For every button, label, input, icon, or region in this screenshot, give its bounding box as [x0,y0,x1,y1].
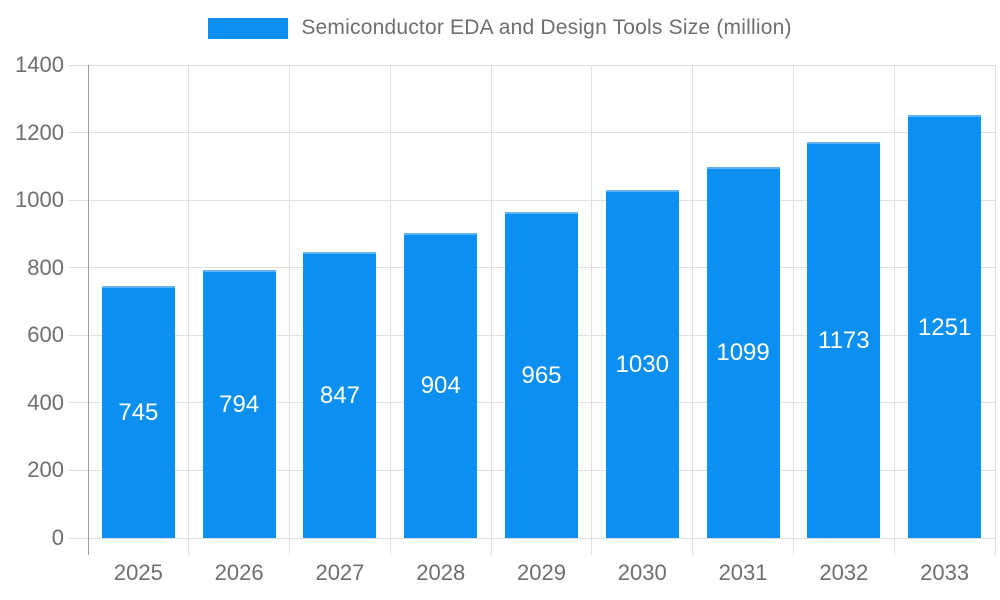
legend[interactable]: Semiconductor EDA and Design Tools Size … [0,16,1000,40]
y-axis-line [88,65,89,555]
x-axis-tick-label: 2032 [819,560,869,585]
bar-value-label: 1173 [818,326,870,354]
vertical-gridline [994,65,996,555]
vertical-gridline [893,65,895,555]
x-axis-tick-label: 2028 [416,560,466,585]
bar-value-label: 745 [118,399,159,427]
horizontal-gridline [68,132,995,134]
x-axis-tick-label: 2030 [617,560,667,585]
y-axis-tick-label: 0 [51,525,64,550]
bar-2030[interactable]: 1030 [605,190,679,538]
y-axis-tick-label: 600 [27,322,64,348]
bar-2026[interactable]: 794 [202,269,276,538]
legend-swatch-icon [208,17,289,39]
bar-value-label: 965 [521,361,562,389]
vertical-gridline [188,65,190,555]
bar-2033[interactable]: 1251 [908,115,982,538]
bar-2031[interactable]: 1099 [706,166,780,538]
bar-value-label: 904 [420,372,461,400]
x-axis-tick-label: 2026 [214,560,264,585]
horizontal-gridline [68,199,995,201]
vertical-gridline [591,65,593,555]
x-axis-tick-label: 2025 [113,560,163,585]
x-axis-tick-label: 2033 [920,560,970,585]
y-axis-tick-label: 800 [27,254,64,280]
y-axis-tick-label: 1400 [15,52,64,77]
x-axis-tick-label: 2031 [718,560,768,585]
bar-value-label: 847 [319,381,360,409]
y-axis-tick-label: 200 [27,457,64,483]
horizontal-gridline [68,537,995,539]
bar-2029[interactable]: 965 [505,211,578,538]
bar-2028[interactable]: 904 [404,232,478,538]
vertical-gridline [692,65,694,555]
y-axis-tick-label: 1000 [15,187,64,213]
bar-value-label: 794 [219,390,260,418]
horizontal-gridline [68,64,995,66]
vertical-gridline [289,65,291,555]
vertical-gridline [490,65,492,555]
bar-value-label: 1099 [716,339,770,367]
y-axis-tick-label: 1200 [15,119,64,145]
bar-value-label: 1030 [615,350,669,378]
legend-label: Semiconductor EDA and Design Tools Size … [301,16,792,39]
x-axis-tick-label: 2029 [517,560,566,585]
y-axis-tick-label: 400 [27,389,64,415]
bar-value-label: 1251 [917,313,972,341]
vertical-gridline [792,65,794,555]
bar-2032[interactable]: 1173 [807,141,881,538]
x-axis-tick-label: 2027 [315,560,365,585]
bar-2027[interactable]: 847 [303,251,377,538]
plot-area: 745 794 847 904 965 1030 1099 1173 1251 [68,64,996,555]
vertical-gridline [389,65,391,555]
bar-2025[interactable]: 745 [101,286,175,538]
